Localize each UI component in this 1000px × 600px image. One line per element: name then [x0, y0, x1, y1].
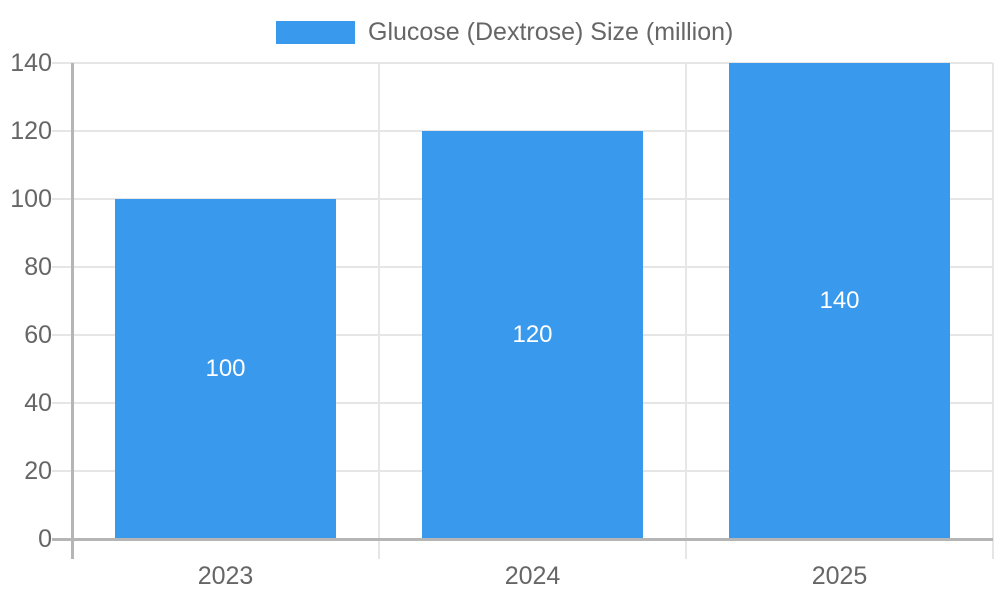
- y-tick-label: 80: [24, 253, 52, 281]
- y-gridline: [52, 62, 993, 64]
- y-tick-label: 120: [10, 117, 52, 145]
- bar-value-label: 140: [819, 287, 860, 314]
- bar-value-label: 120: [512, 321, 553, 348]
- x-tick-label: 2025: [811, 562, 868, 590]
- y-tick-label: 140: [10, 49, 52, 77]
- x-axis-line: [52, 538, 993, 541]
- bar-2024[interactable]: [421, 131, 643, 539]
- y-axis-line: [71, 63, 74, 559]
- y-tick-label: 60: [24, 321, 52, 349]
- x-tick-label: 2024: [504, 562, 561, 590]
- y-tick-label: 100: [10, 185, 52, 213]
- y-tick-label: 40: [24, 389, 52, 417]
- legend-swatch: [276, 20, 355, 44]
- bar-2023[interactable]: [114, 199, 336, 539]
- bar-2025[interactable]: [728, 63, 950, 539]
- y-tick-label: 0: [38, 525, 52, 553]
- x-tick-label: 2023: [197, 562, 254, 590]
- category-boundary-gridline: [378, 63, 380, 559]
- category-boundary-gridline: [992, 63, 994, 559]
- y-tick-label: 20: [24, 457, 52, 485]
- bar-value-label: 100: [205, 355, 246, 382]
- chart-legend[interactable]: Glucose (Dextrose) Size (million): [276, 18, 734, 46]
- legend-label: Glucose (Dextrose) Size (million): [368, 18, 734, 46]
- category-boundary-gridline: [685, 63, 687, 559]
